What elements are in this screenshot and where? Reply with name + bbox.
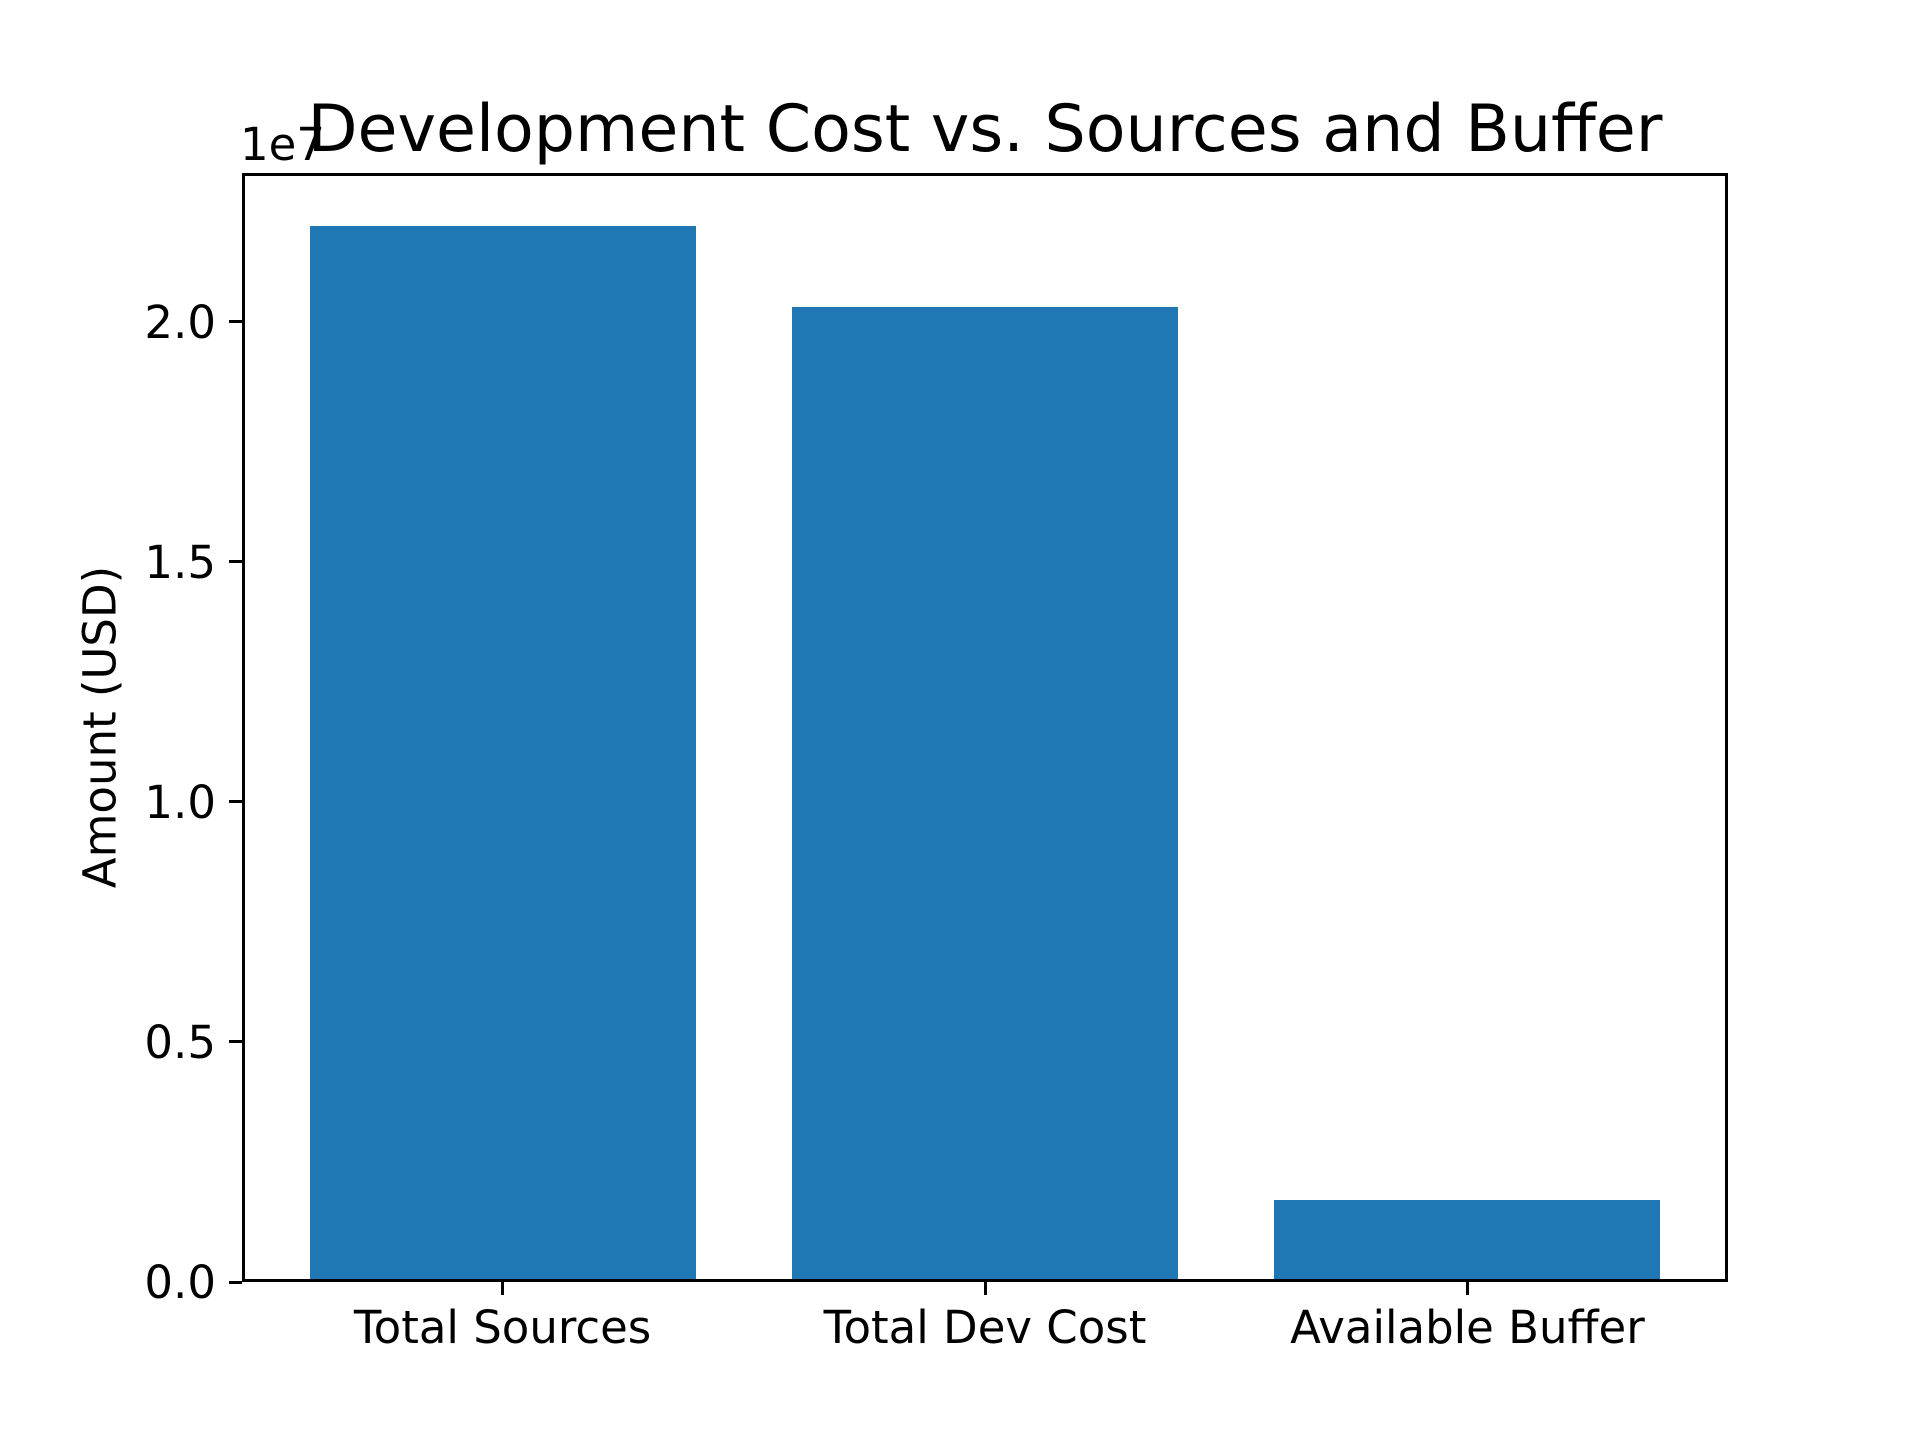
y-axis-offset-label: 1e7 <box>240 118 325 171</box>
x-tick-label-total-dev-cost: Total Dev Cost <box>823 1301 1147 1354</box>
y-tick-label: 1.5 <box>144 535 216 589</box>
x-tick-mark <box>1465 1282 1469 1295</box>
y-tick-mark <box>229 320 242 324</box>
x-tick-label-available-buffer: Available Buffer <box>1290 1301 1645 1354</box>
y-tick-label: 1.0 <box>144 775 216 829</box>
x-tick-mark <box>501 1282 505 1295</box>
y-tick-label: 0.5 <box>144 1015 216 1069</box>
bar-total-sources <box>309 225 696 1282</box>
y-axis-label: Amount (USD) <box>73 565 127 889</box>
bar-available-buffer <box>1274 1200 1661 1282</box>
y-tick-label: 2.0 <box>144 295 216 349</box>
bar-total-dev-cost <box>792 307 1178 1282</box>
x-tick-label-total-sources: Total Sources <box>353 1301 652 1354</box>
x-tick-mark <box>983 1282 987 1295</box>
y-tick-label: 0.0 <box>144 1256 216 1309</box>
y-tick-mark <box>229 1280 242 1284</box>
y-tick-mark <box>229 800 242 804</box>
y-tick-mark <box>229 560 242 564</box>
y-tick-mark <box>229 1040 242 1044</box>
chart-title: Development Cost vs. Sources and Buffer <box>307 92 1663 167</box>
